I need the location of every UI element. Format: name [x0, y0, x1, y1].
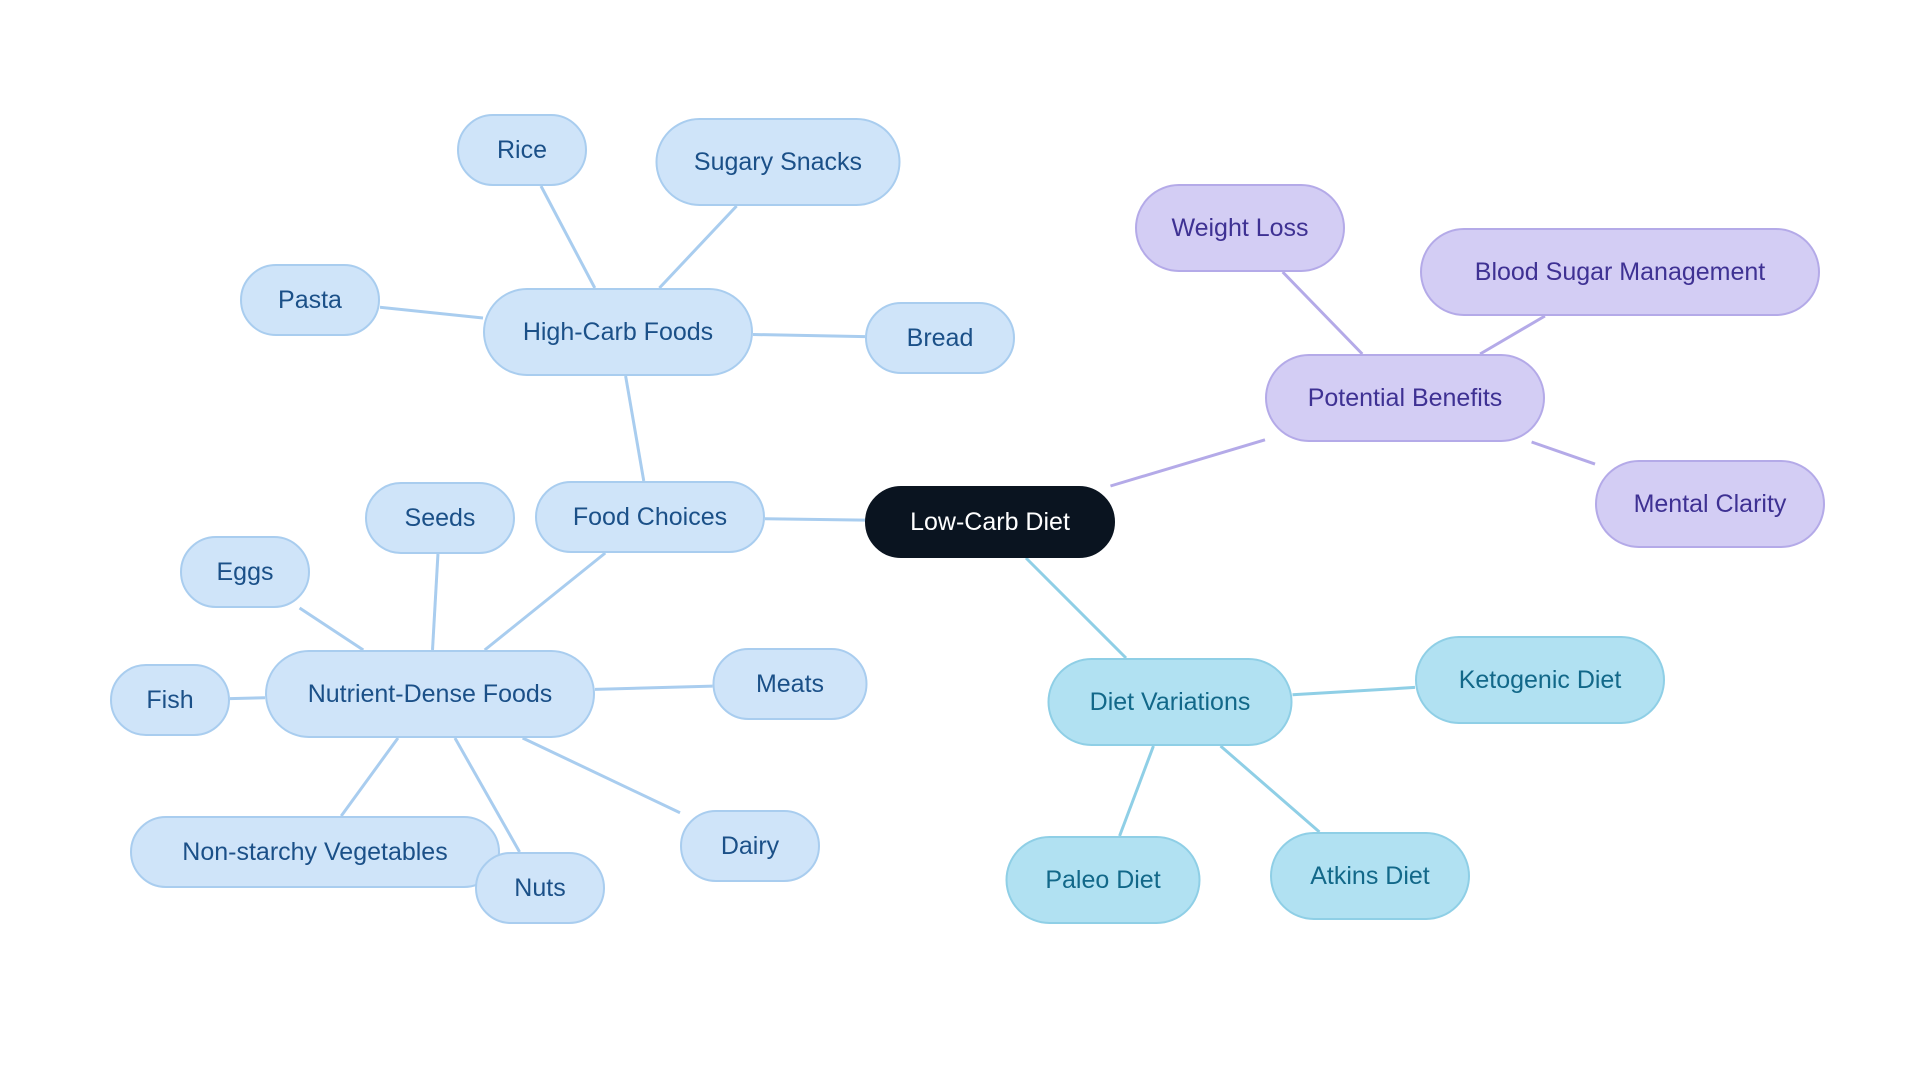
edge-benefits-blood_sugar [1480, 316, 1545, 354]
node-root: Low-Carb Diet [865, 486, 1115, 558]
node-rice: Rice [457, 114, 587, 186]
edge-food_choices-high_carb [626, 376, 644, 481]
node-nutrient_dense: Nutrient-Dense Foods [265, 650, 595, 738]
edge-nutrient_dense-dairy [523, 738, 680, 813]
node-pasta: Pasta [240, 264, 380, 336]
mindmap-diagram: Low-Carb Diet Food Choices High-Carb Foods… [0, 0, 1920, 1083]
node-mental: Mental Clarity [1595, 460, 1825, 548]
node-atkins: Atkins Diet [1270, 832, 1470, 920]
node-nuts: Nuts [475, 852, 605, 924]
edge-benefits-weight_loss [1283, 272, 1363, 354]
edge-variations-paleo [1120, 746, 1154, 836]
edge-high_carb-rice [541, 186, 595, 288]
edge-variations-atkins [1221, 746, 1320, 832]
edge-nutrient_dense-fish [230, 698, 265, 699]
edge-food_choices-nutrient_dense [485, 553, 606, 650]
edge-high_carb-bread [753, 335, 865, 337]
node-fish: Fish [110, 664, 230, 736]
edge-high_carb-sugary [659, 206, 736, 288]
node-meats: Meats [713, 648, 868, 720]
edge-root-variations [1026, 558, 1126, 658]
node-bread: Bread [865, 302, 1015, 374]
node-keto: Ketogenic Diet [1415, 636, 1665, 724]
edge-root-food_choices [765, 519, 865, 520]
node-sugary: Sugary Snacks [656, 118, 901, 206]
edge-nutrient_dense-meats [595, 686, 713, 689]
edge-high_carb-pasta [380, 307, 483, 318]
node-paleo: Paleo Diet [1006, 836, 1201, 924]
edge-variations-keto [1293, 687, 1416, 694]
node-nonstarchy: Non-starchy Vegetables [130, 816, 500, 888]
node-blood_sugar: Blood Sugar Management [1420, 228, 1820, 316]
edge-nutrient_dense-eggs [300, 608, 364, 650]
edge-nutrient_dense-seeds [433, 554, 438, 650]
node-dairy: Dairy [680, 810, 820, 882]
node-variations: Diet Variations [1048, 658, 1293, 746]
node-eggs: Eggs [180, 536, 310, 608]
edge-benefits-mental [1532, 442, 1595, 464]
node-benefits: Potential Benefits [1265, 354, 1545, 442]
node-seeds: Seeds [365, 482, 515, 554]
edge-root-benefits [1110, 440, 1265, 486]
edge-nutrient_dense-nonstarchy [341, 738, 398, 816]
node-high_carb: High-Carb Foods [483, 288, 753, 376]
node-weight_loss: Weight Loss [1135, 184, 1345, 272]
node-food_choices: Food Choices [535, 481, 765, 553]
